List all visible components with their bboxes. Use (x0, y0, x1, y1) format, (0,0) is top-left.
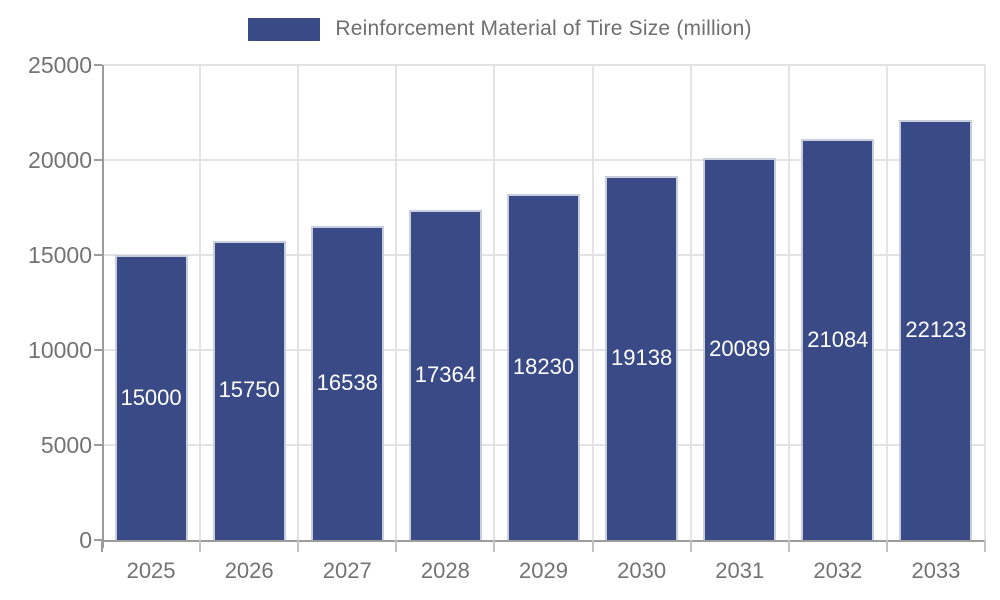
y-tick-label: 20000 (28, 147, 92, 173)
legend-swatch (248, 17, 321, 41)
x-tick-label: 2032 (813, 558, 863, 583)
bar-value-label: 20089 (709, 336, 771, 362)
x-tick-mark (493, 540, 496, 552)
bar (703, 158, 777, 540)
y-axis-line (102, 65, 104, 548)
x-tick-label: 2030 (617, 558, 667, 583)
gridline (102, 64, 985, 66)
y-tick-label: 25000 (28, 52, 92, 78)
x-tick-label: 2033 (911, 558, 961, 583)
y-tick-mark (94, 349, 102, 351)
plot-area: 15000 15750 16538 17364 18230 19138 20089 21084… (102, 64, 986, 548)
category-separator (591, 65, 594, 540)
x-tick-label: 2031 (715, 558, 765, 583)
bar (310, 225, 384, 540)
bar-value-label: 21084 (807, 326, 869, 352)
bar-value-label: 15750 (218, 377, 280, 403)
x-tick-label: 2028 (420, 558, 470, 583)
y-tick-label: 15000 (28, 242, 92, 268)
category-separator (787, 65, 790, 540)
y-tick-label: 0 (79, 527, 92, 553)
x-tick-mark (885, 540, 888, 552)
legend[interactable]: Reinforcement Material of Tire Size (mil… (0, 17, 1000, 41)
bar-value-label: 22123 (905, 316, 967, 342)
bar (114, 255, 188, 540)
legend-label: Reinforcement Material of Tire Size (mil… (335, 17, 752, 40)
y-tick-label: 5000 (40, 432, 92, 458)
y-tick-label: 10000 (28, 337, 92, 363)
x-tick-mark (591, 540, 594, 552)
x-axis-line (102, 540, 985, 542)
category-separator (199, 65, 202, 540)
y-tick-mark (94, 444, 102, 446)
gridline (102, 159, 985, 161)
bar-value-label: 17364 (414, 362, 476, 388)
category-separator (395, 65, 398, 540)
bar-value-label: 18230 (512, 353, 575, 379)
bar (507, 193, 580, 540)
y-tick-mark (94, 64, 102, 66)
bar (899, 119, 973, 540)
x-tick-mark (787, 540, 790, 552)
x-tick-label: 2026 (224, 558, 274, 583)
category-separator (984, 65, 986, 540)
bar (408, 210, 482, 540)
x-tick-mark (395, 540, 398, 552)
bar-value-label: 19138 (611, 345, 673, 371)
category-separator (689, 65, 692, 540)
y-tick-mark (94, 539, 102, 541)
bar (605, 176, 679, 540)
x-tick-label: 2029 (519, 558, 568, 583)
category-separator (297, 65, 300, 540)
x-tick-mark (689, 540, 692, 552)
x-tick-mark (199, 540, 202, 552)
bar-value-label: 15000 (120, 384, 182, 410)
x-tick-label: 2025 (126, 558, 176, 583)
x-tick-mark (101, 540, 103, 552)
bar (212, 240, 286, 540)
bar (801, 139, 875, 540)
y-tick-mark (94, 159, 102, 161)
x-tick-mark (984, 540, 986, 552)
category-separator (493, 65, 496, 540)
category-separator (885, 65, 888, 540)
y-tick-mark (94, 254, 102, 256)
bar-value-label: 16538 (316, 369, 378, 395)
x-tick-label: 2027 (322, 558, 372, 583)
x-tick-mark (297, 540, 300, 552)
